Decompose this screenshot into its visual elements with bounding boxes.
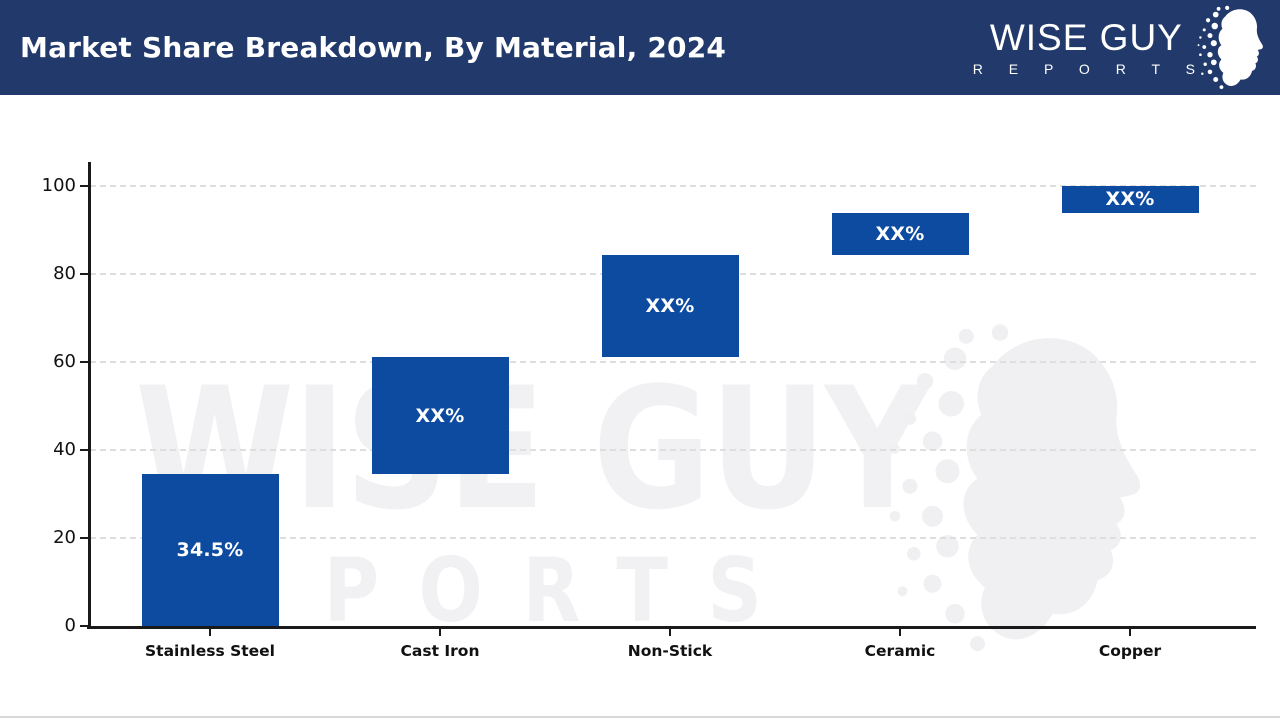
y-tick-label: 80: [53, 263, 76, 284]
bar-stainless-steel: 34.5%: [141, 474, 279, 626]
y-tick-label: 20: [53, 527, 76, 548]
bar-value-label: XX%: [415, 404, 465, 427]
y-tick-label: 100: [41, 175, 76, 196]
gridline: [90, 361, 1256, 363]
bar-value-label: XX%: [1105, 188, 1155, 211]
x-tick-mark: [208, 629, 212, 636]
bar-non-stick: XX%: [601, 254, 739, 358]
y-tick-label: 60: [53, 351, 76, 372]
bottom-hairline: [0, 716, 1280, 718]
y-tick-label: 0: [64, 615, 76, 636]
x-category-label: Non-Stick: [627, 642, 713, 660]
header-bar: Market Share Breakdown, By Material, 202…: [0, 0, 1280, 95]
logo-text: WISE GUY R E P O R T S: [967, 19, 1206, 76]
x-tick-mark: [1128, 629, 1132, 636]
y-tick-mark: [80, 448, 88, 452]
bar-ceramic: XX%: [831, 212, 969, 255]
x-category-label: Cast Iron: [400, 642, 480, 660]
y-tick-mark: [80, 184, 88, 188]
y-tick-mark: [80, 360, 88, 364]
logo-wordmark: WISE GUY: [989, 17, 1183, 58]
x-category-label: Ceramic: [864, 642, 936, 660]
y-axis-spine: [88, 162, 91, 629]
x-tick-mark: [438, 629, 442, 636]
y-tick-mark: [80, 272, 88, 276]
y-tick-label: 40: [53, 439, 76, 460]
y-tick-mark: [80, 536, 88, 540]
page-title: Market Share Breakdown, By Material, 202…: [20, 31, 727, 64]
bar-value-label: XX%: [875, 222, 925, 245]
logo-head-icon: [1197, 5, 1263, 89]
gridline: [90, 537, 1256, 539]
bar-copper: XX%: [1061, 186, 1199, 213]
chart-area: 0 20 40 60 80 100 34.5% XX% XX% XX% XX% Stainless S…: [0, 95, 1280, 720]
gridline: [90, 185, 1256, 187]
logo-reports-label: R E P O R T S: [972, 61, 1206, 77]
x-category-label: Copper: [1098, 642, 1162, 660]
y-tick-mark: [80, 624, 88, 628]
gridline: [90, 449, 1256, 451]
x-tick-mark: [668, 629, 672, 636]
x-category-label: Stainless Steel: [145, 642, 275, 660]
bar-value-label: XX%: [645, 294, 695, 317]
x-tick-mark: [898, 629, 902, 636]
x-axis-spine: [87, 626, 1256, 629]
logo: WISE GUY R E P O R T S: [967, 5, 1280, 91]
watermark-head-icon: [883, 324, 1141, 652]
bar-cast-iron: XX%: [371, 357, 509, 475]
bar-value-label: 34.5%: [176, 539, 244, 562]
